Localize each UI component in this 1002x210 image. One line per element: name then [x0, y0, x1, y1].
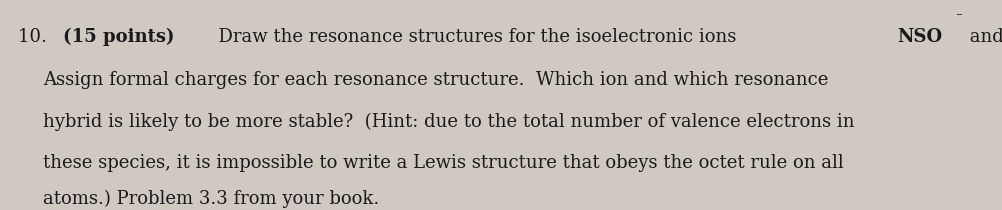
Text: hybrid is likely to be more stable?  (Hint: due to the total number of valence e: hybrid is likely to be more stable? (Hin… — [43, 113, 854, 131]
Text: NSO: NSO — [896, 28, 941, 46]
Text: atoms.) Problem 3.3 from your book.: atoms.) Problem 3.3 from your book. — [43, 189, 379, 208]
Text: and: and — [963, 28, 1002, 46]
Text: (15 points): (15 points) — [63, 28, 174, 46]
Text: 10.: 10. — [18, 28, 53, 46]
Text: Draw the resonance structures for the isoelectronic ions: Draw the resonance structures for the is… — [206, 28, 741, 46]
Text: these species, it is impossible to write a Lewis structure that obeys the octet : these species, it is impossible to write… — [43, 154, 843, 172]
Text: Assign formal charges for each resonance structure.  Which ion and which resonan: Assign formal charges for each resonance… — [43, 71, 828, 89]
Text: ⁻: ⁻ — [954, 11, 961, 24]
